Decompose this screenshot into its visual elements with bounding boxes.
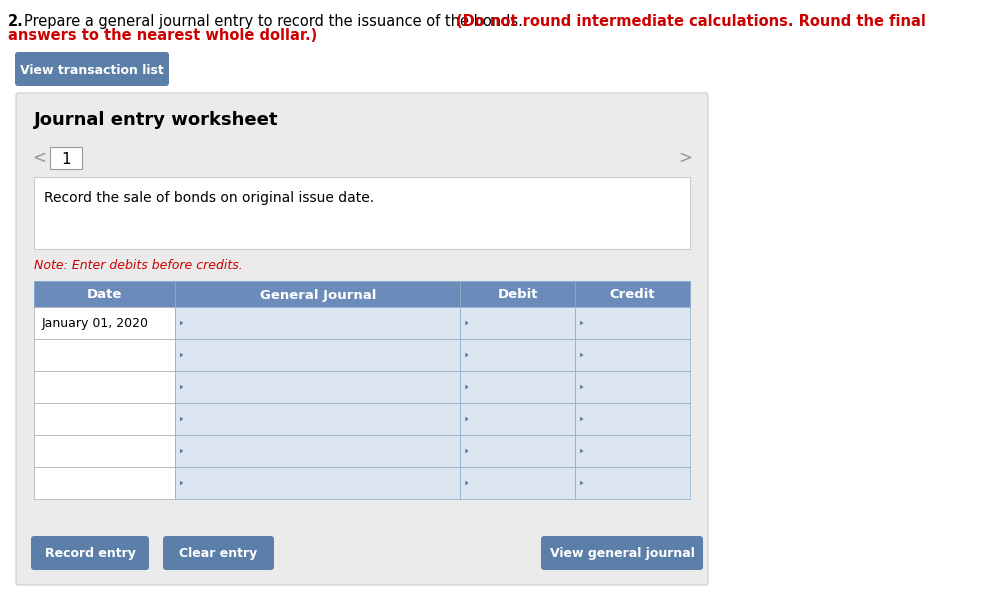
Polygon shape xyxy=(180,417,183,421)
Text: 1: 1 xyxy=(61,152,71,167)
Polygon shape xyxy=(580,353,584,357)
FancyBboxPatch shape xyxy=(34,307,176,339)
Text: Prepare a general journal entry to record the issuance of the bonds.: Prepare a general journal entry to recor… xyxy=(24,14,528,29)
FancyBboxPatch shape xyxy=(460,281,575,307)
FancyBboxPatch shape xyxy=(163,536,274,570)
FancyBboxPatch shape xyxy=(34,435,176,467)
FancyBboxPatch shape xyxy=(34,371,176,403)
FancyBboxPatch shape xyxy=(34,403,176,435)
Text: Date: Date xyxy=(87,288,122,302)
Text: >: > xyxy=(678,149,692,167)
FancyBboxPatch shape xyxy=(460,307,575,339)
FancyBboxPatch shape xyxy=(575,307,690,339)
FancyBboxPatch shape xyxy=(50,147,82,169)
Polygon shape xyxy=(465,481,468,485)
Text: Journal entry worksheet: Journal entry worksheet xyxy=(34,111,278,129)
FancyBboxPatch shape xyxy=(176,371,460,403)
FancyBboxPatch shape xyxy=(176,307,460,339)
Polygon shape xyxy=(180,321,183,325)
Polygon shape xyxy=(465,385,468,389)
FancyBboxPatch shape xyxy=(541,536,703,570)
Text: Credit: Credit xyxy=(609,288,656,302)
Polygon shape xyxy=(180,448,183,453)
Text: Debit: Debit xyxy=(498,288,538,302)
Polygon shape xyxy=(465,417,468,421)
FancyBboxPatch shape xyxy=(16,93,708,585)
FancyBboxPatch shape xyxy=(176,467,460,499)
Text: Record entry: Record entry xyxy=(44,547,135,560)
Polygon shape xyxy=(580,417,584,421)
Polygon shape xyxy=(580,481,584,485)
Text: View transaction list: View transaction list xyxy=(20,63,164,76)
Text: View general journal: View general journal xyxy=(549,547,694,560)
FancyBboxPatch shape xyxy=(176,403,460,435)
Text: January 01, 2020: January 01, 2020 xyxy=(42,317,149,330)
FancyBboxPatch shape xyxy=(575,435,690,467)
FancyBboxPatch shape xyxy=(176,339,460,371)
FancyBboxPatch shape xyxy=(34,281,176,307)
FancyBboxPatch shape xyxy=(34,339,176,371)
Polygon shape xyxy=(580,448,584,453)
FancyBboxPatch shape xyxy=(460,403,575,435)
Text: 2.: 2. xyxy=(8,14,24,29)
Text: (Do not round intermediate calculations. Round the final: (Do not round intermediate calculations.… xyxy=(456,14,926,29)
FancyBboxPatch shape xyxy=(460,371,575,403)
FancyBboxPatch shape xyxy=(575,403,690,435)
FancyBboxPatch shape xyxy=(176,281,460,307)
FancyBboxPatch shape xyxy=(31,536,149,570)
FancyBboxPatch shape xyxy=(575,339,690,371)
FancyBboxPatch shape xyxy=(15,52,169,86)
Polygon shape xyxy=(180,385,183,389)
FancyBboxPatch shape xyxy=(34,177,690,249)
Polygon shape xyxy=(465,321,468,325)
Polygon shape xyxy=(580,385,584,389)
FancyBboxPatch shape xyxy=(460,467,575,499)
FancyBboxPatch shape xyxy=(460,435,575,467)
Text: Record the sale of bonds on original issue date.: Record the sale of bonds on original iss… xyxy=(44,191,374,205)
Polygon shape xyxy=(465,353,468,357)
Text: Note: Enter debits before credits.: Note: Enter debits before credits. xyxy=(34,259,243,272)
Polygon shape xyxy=(180,353,183,357)
Text: Clear entry: Clear entry xyxy=(179,547,257,560)
FancyBboxPatch shape xyxy=(575,467,690,499)
FancyBboxPatch shape xyxy=(460,339,575,371)
Polygon shape xyxy=(465,448,468,453)
Text: <: < xyxy=(32,149,46,167)
Text: answers to the nearest whole dollar.): answers to the nearest whole dollar.) xyxy=(8,28,317,43)
FancyBboxPatch shape xyxy=(34,467,176,499)
Polygon shape xyxy=(180,481,183,485)
FancyBboxPatch shape xyxy=(575,371,690,403)
FancyBboxPatch shape xyxy=(575,281,690,307)
FancyBboxPatch shape xyxy=(176,435,460,467)
Polygon shape xyxy=(580,321,584,325)
Text: General Journal: General Journal xyxy=(259,288,376,302)
